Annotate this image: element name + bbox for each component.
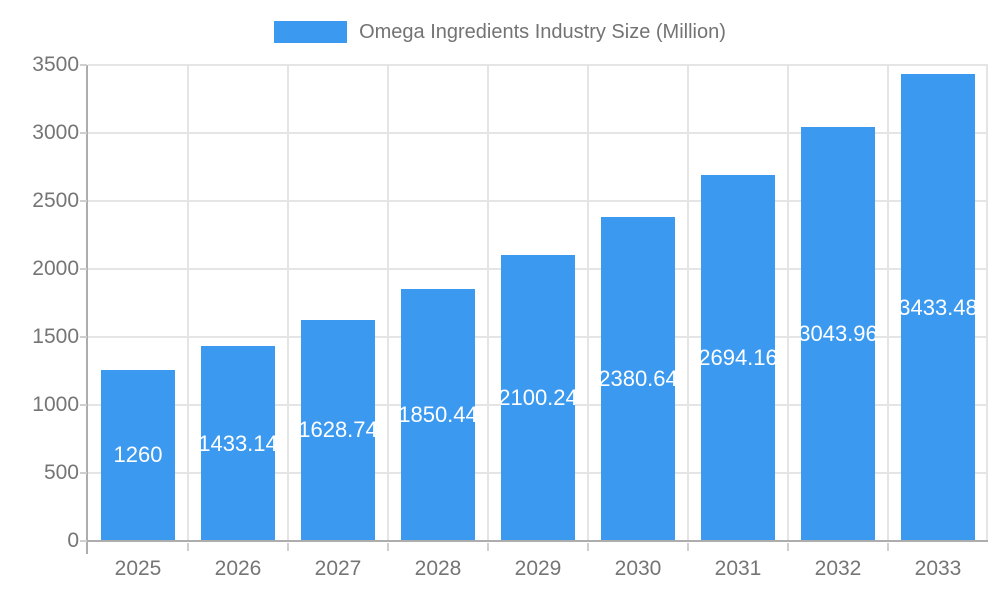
x-axis-tick [287,543,289,551]
bar-2028[interactable]: 1850.44 [401,289,475,541]
bar-2033[interactable]: 3433.48 [901,74,975,541]
x-tick-label: 2030 [614,557,662,580]
x-axis-tick [587,543,589,551]
y-tick-label: 3500 [32,53,79,76]
y-axis-tick [80,472,87,474]
x-tick-label: 2028 [414,557,462,580]
gridline-vertical [287,65,289,541]
gridline-vertical [187,65,189,541]
y-tick-label: 2000 [32,257,79,280]
legend[interactable]: Omega Ingredients Industry Size (Million… [0,19,1000,45]
x-tick-label: 2032 [814,557,862,580]
x-axis-tick [487,543,489,551]
plot-area: 1260 1433.14 1628.74 1850.44 2100.24 2380.64 2… [88,64,988,541]
bar-2029[interactable]: 2100.24 [501,255,575,541]
x-tick-label: 2026 [214,557,262,580]
legend-label: Omega Ingredients Industry Size (Million… [359,21,726,43]
bar-value-label: 2100.24 [501,385,575,411]
y-tick-label: 1500 [32,325,79,348]
y-axis-tick [80,268,87,270]
bar-2027[interactable]: 1628.74 [301,319,375,541]
x-axis-tick [787,543,789,551]
y-tick-label: 2500 [32,189,79,212]
bar-value-label: 1260 [113,442,163,468]
bar-value-label: 1628.74 [301,417,375,443]
bar-value-label: 3433.48 [901,294,975,320]
gridline-vertical [887,65,889,541]
y-tick-label: 500 [43,461,79,484]
bar-value-label: 2380.64 [601,366,675,392]
y-axis-tick [80,336,87,338]
gridline-vertical [986,65,988,541]
x-axis-tick [387,543,389,551]
bar-value-label: 1850.44 [401,402,475,428]
gridline-horizontal [88,200,988,202]
bar-2031[interactable]: 2694.16 [701,174,775,541]
x-axis-tick [187,543,189,551]
x-tick-label: 2027 [314,557,362,580]
x-axis-tick [687,543,689,551]
gridline-vertical [487,65,489,541]
x-tick-label: 2033 [914,557,962,580]
y-tick-label: 1000 [32,393,79,416]
gridline-vertical [787,65,789,541]
x-tick-label: 2029 [514,557,562,580]
y-axis-tick [80,404,87,406]
gridline-vertical [587,65,589,541]
bar-value-label: 2694.16 [701,344,775,370]
y-axis-tick [80,132,87,134]
x-axis-line [88,540,988,542]
bar-2026[interactable]: 1433.14 [201,346,275,541]
gridline-horizontal [88,64,988,66]
y-axis-tick [80,540,87,542]
gridline-horizontal [88,132,988,134]
gridline-vertical [387,65,389,541]
bar-value-label: 1433.14 [201,430,275,456]
y-tick-label: 3000 [32,121,79,144]
y-axis-tick [80,200,87,202]
bar-2032[interactable]: 3043.96 [801,127,875,541]
bar-2030[interactable]: 2380.64 [601,217,675,541]
x-tick-label: 2031 [714,557,762,580]
gridline-vertical [687,65,689,541]
bar-value-label: 3043.96 [801,321,875,346]
y-axis-line [86,65,88,554]
x-axis-tick [887,543,889,551]
x-tick-label: 2025 [114,557,162,580]
legend-swatch [274,21,348,43]
y-tick-label: 0 [67,529,79,552]
bar-2025[interactable]: 1260 [101,369,175,541]
y-axis-tick [80,64,87,66]
